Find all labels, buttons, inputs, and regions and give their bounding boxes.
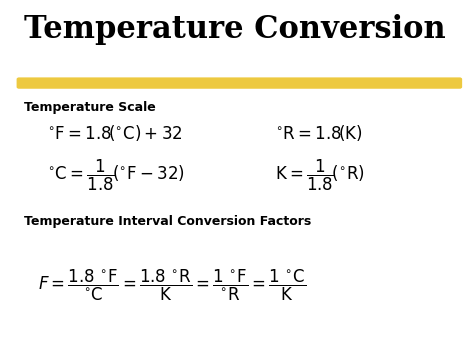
Text: $F = \dfrac{1.8\ \mathrm{{}^{\circ}F}}{\mathrm{{}^{\circ}C}} = \dfrac{1.8\ \math: $F = \dfrac{1.8\ \mathrm{{}^{\circ}F}}{\… xyxy=(38,268,306,304)
Text: $\mathrm{K} = \dfrac{1}{1.8}\!\left(\mathrm{{}^{\circ}R}\right)$: $\mathrm{K} = \dfrac{1}{1.8}\!\left(\mat… xyxy=(275,158,365,193)
Text: Temperature Interval Conversion Factors: Temperature Interval Conversion Factors xyxy=(24,215,311,228)
Text: Temperature Conversion: Temperature Conversion xyxy=(24,14,446,45)
Text: $\mathrm{{}^{\circ}F} = 1.8\!\left(\mathrm{{}^{\circ}C}\right) + 32$: $\mathrm{{}^{\circ}F} = 1.8\!\left(\math… xyxy=(47,123,183,143)
FancyBboxPatch shape xyxy=(17,77,462,89)
Text: Temperature Scale: Temperature Scale xyxy=(24,101,155,114)
Text: $\mathrm{{}^{\circ}C} = \dfrac{1}{1.8}\!\left(\mathrm{{}^{\circ}F} - 32\right)$: $\mathrm{{}^{\circ}C} = \dfrac{1}{1.8}\!… xyxy=(47,158,185,193)
Text: $\mathrm{{}^{\circ}R} = 1.8\!\left(\mathrm{K}\right)$: $\mathrm{{}^{\circ}R} = 1.8\!\left(\math… xyxy=(275,123,363,143)
